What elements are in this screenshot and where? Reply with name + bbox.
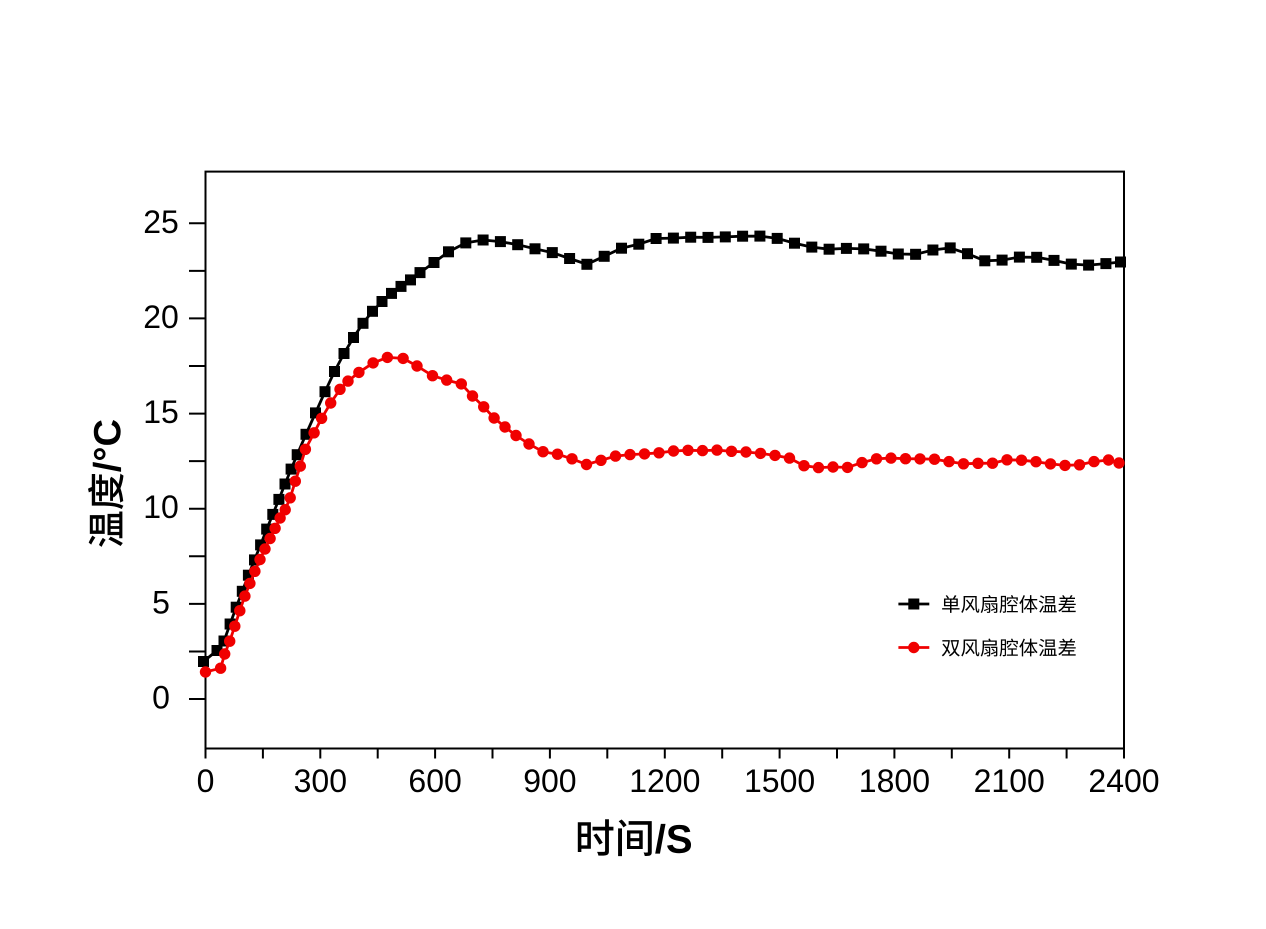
svg-text:300: 300 (294, 763, 347, 799)
svg-text:1200: 1200 (629, 763, 700, 799)
svg-text:0: 0 (197, 763, 215, 799)
svg-text:900: 900 (523, 763, 576, 799)
svg-text:10: 10 (143, 489, 179, 525)
svg-text:5: 5 (152, 584, 170, 620)
svg-text:2100: 2100 (974, 763, 1045, 799)
svg-text:15: 15 (143, 394, 179, 430)
svg-text:1800: 1800 (859, 763, 930, 799)
svg-text:600: 600 (408, 763, 461, 799)
svg-text:20: 20 (143, 299, 179, 335)
svg-text:2400: 2400 (1088, 763, 1159, 799)
svg-text:25: 25 (143, 204, 179, 240)
svg-text:0: 0 (152, 680, 170, 716)
svg-text:1500: 1500 (744, 763, 815, 799)
